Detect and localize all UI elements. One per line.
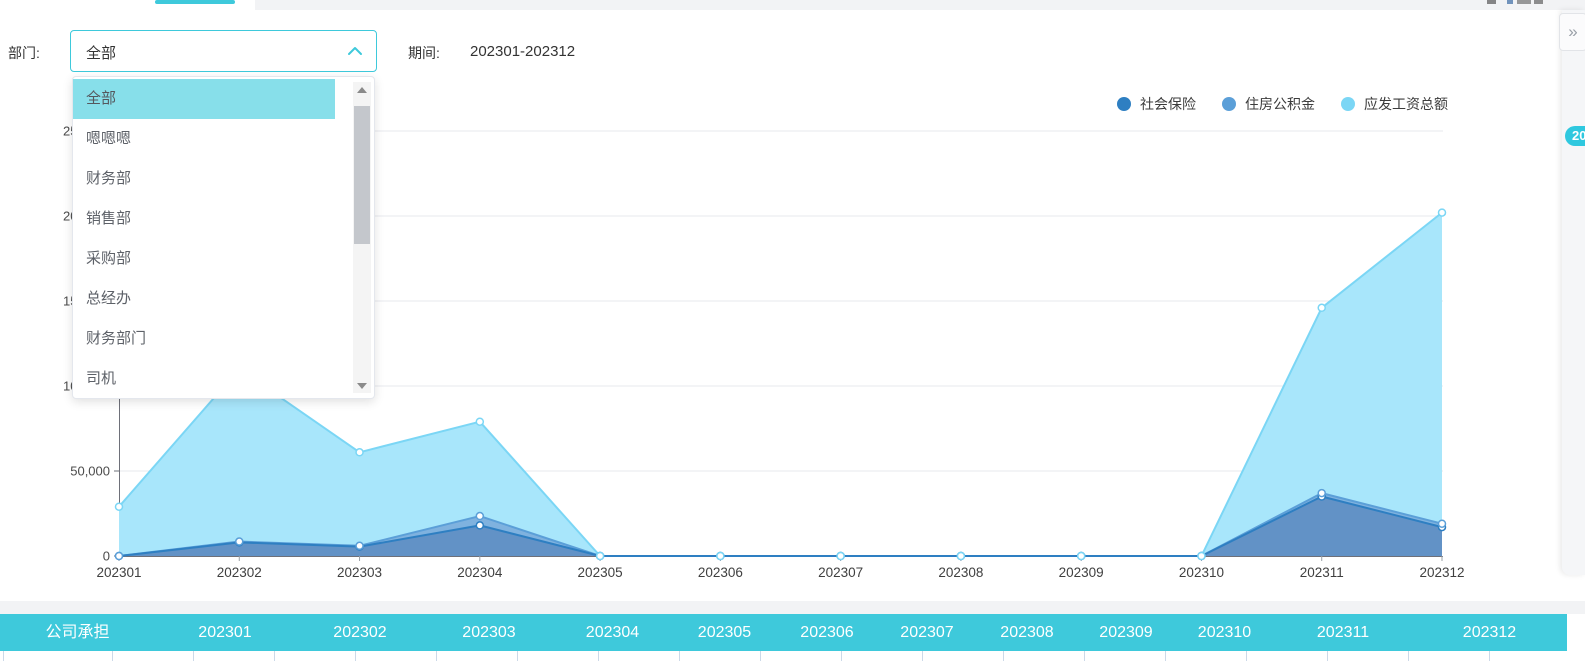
scroll-down-icon[interactable] (353, 378, 371, 393)
scroll-up-icon[interactable] (353, 82, 371, 97)
department-select-value: 全部 (86, 45, 117, 62)
table-row (0, 651, 1567, 661)
dropdown-option-5[interactable]: 总经办 (86, 290, 132, 307)
table-header-month: 202309 (1099, 624, 1153, 641)
legend-label: 住房公积金 (1245, 96, 1315, 112)
table-header-month: 202306 (800, 624, 854, 641)
legend-label: 社会保险 (1140, 96, 1196, 112)
svg-text:202301: 202301 (96, 565, 141, 580)
svg-text:202312: 202312 (1419, 565, 1464, 580)
department-label: 部门: (8, 45, 40, 61)
legend-dot-icon (1117, 97, 1131, 111)
period-value: 202301-202312 (470, 43, 576, 60)
svg-text:50,000: 50,000 (70, 464, 110, 479)
table-header-month: 202308 (1000, 624, 1054, 641)
dropdown-option-6[interactable]: 财务部门 (86, 330, 147, 347)
svg-text:202309: 202309 (1059, 565, 1104, 580)
clipped-toolbar-fragment (1487, 0, 1543, 4)
svg-text:202302: 202302 (217, 565, 262, 580)
legend-dot-icon (1341, 97, 1355, 111)
dropdown-option-0[interactable]: 全部 (73, 79, 335, 119)
dropdown-option-3[interactable]: 销售部 (86, 210, 132, 227)
table-header-month: 202304 (585, 624, 640, 641)
svg-text:202311: 202311 (1300, 565, 1344, 580)
department-select[interactable]: 全部 (70, 30, 377, 72)
dropdown-scrollbar[interactable] (353, 82, 371, 393)
table-header-month: 202302 (333, 624, 387, 641)
department-dropdown-list: 全部嗯嗯嗯财务部销售部采购部总经办财务部门司机 (73, 79, 374, 399)
inactive-tab-strip (255, 0, 1585, 10)
active-tab-indicator[interactable] (155, 0, 235, 4)
legend-dot-icon (1222, 97, 1236, 111)
svg-text:202310: 202310 (1179, 565, 1224, 580)
chevron-up-icon (348, 47, 362, 55)
svg-text:202305: 202305 (578, 565, 623, 580)
svg-text:202306: 202306 (698, 565, 743, 580)
svg-text:0: 0 (103, 549, 110, 564)
table-top-band (0, 601, 1585, 614)
table-header-month: 202303 (462, 624, 516, 641)
company-burden-table-header: 公司承担 202301 202302 202303 202304 202305 202306… (0, 614, 1567, 651)
table-header-month: 202307 (900, 624, 954, 641)
table-header-company-burden: 公司承担 (45, 624, 110, 641)
period-label: 期间: (408, 45, 440, 61)
scrollbar-thumb[interactable] (354, 106, 370, 244)
department-dropdown: 全部嗯嗯嗯财务部销售部采购部总经办财务部门司机 (72, 76, 375, 399)
date-badge: 20 (1565, 126, 1585, 146)
svg-text:202304: 202304 (457, 565, 503, 580)
dropdown-option-7[interactable]: 司机 (86, 370, 117, 387)
dropdown-option-2[interactable]: 财务部 (86, 170, 132, 187)
collapsed-side-panel (1562, 10, 1585, 575)
expand-panel-button[interactable]: » (1559, 13, 1585, 51)
svg-text:202308: 202308 (938, 565, 983, 580)
table-header-month: 202311 (1316, 624, 1370, 641)
legend-item-2[interactable]: 应发工资总额 (1341, 94, 1448, 114)
dropdown-option-4[interactable]: 采购部 (86, 250, 132, 267)
legend-label: 应发工资总额 (1364, 96, 1448, 112)
svg-text:202307: 202307 (818, 565, 863, 580)
table-header-month: 202312 (1462, 624, 1517, 641)
table-header-month: 202301 (198, 624, 252, 641)
legend-item-0[interactable]: 社会保险 (1117, 94, 1196, 114)
legend: 社会保险 住房公积金 应发工资总额 (1117, 94, 1448, 114)
table-header-month: 202305 (697, 624, 752, 641)
svg-text:202303: 202303 (337, 565, 382, 580)
table-header-month: 202310 (1197, 624, 1252, 641)
dropdown-option-1[interactable]: 嗯嗯嗯 (86, 130, 132, 147)
legend-item-1[interactable]: 住房公积金 (1222, 94, 1315, 114)
